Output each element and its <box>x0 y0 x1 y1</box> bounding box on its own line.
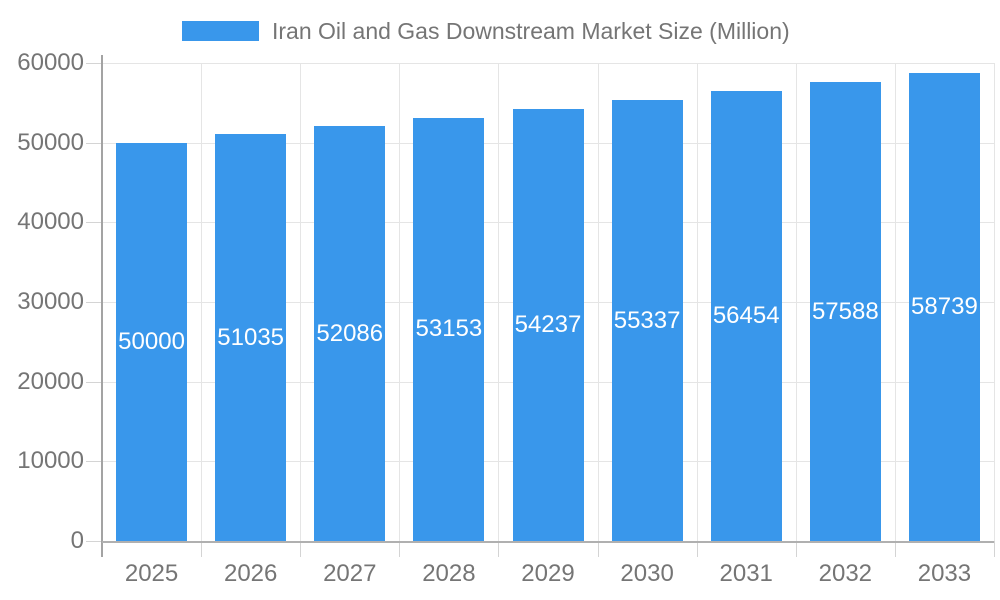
bar <box>809 82 881 541</box>
x-axis-tick-label: 2027 <box>323 560 377 587</box>
bar <box>314 126 386 541</box>
y-axis-tick-label: 30000 <box>17 288 84 315</box>
bar-value-label: 56454 <box>712 302 780 330</box>
x-axis-line <box>102 540 994 543</box>
y-axis-tick-label: 40000 <box>17 208 84 236</box>
bar-value-label: 50000 <box>118 327 185 355</box>
x-axis-tick <box>696 541 698 557</box>
y-axis-tick <box>86 63 102 64</box>
gridline-vertical <box>696 63 698 541</box>
y-axis-tick-label: 10000 <box>17 447 84 475</box>
x-axis-tick <box>399 541 401 557</box>
gridline-vertical <box>795 63 797 541</box>
legend-swatch-icon <box>182 21 259 41</box>
y-axis-tick-label: 60000 <box>17 49 84 76</box>
y-axis-tick <box>86 541 102 542</box>
gridline-vertical <box>894 63 896 541</box>
bar <box>710 91 782 541</box>
bar <box>908 73 980 541</box>
y-axis-tick <box>86 461 102 463</box>
bar-value-label: 58739 <box>911 293 978 321</box>
x-axis-tick <box>300 541 302 557</box>
x-axis-tick-label: 2030 <box>620 560 674 587</box>
x-axis-tick-label: 2028 <box>422 560 476 587</box>
y-axis-tick <box>86 222 102 224</box>
x-axis-tick <box>894 541 896 557</box>
bar-value-label: 57588 <box>811 297 879 325</box>
y-axis-tick-label: 20000 <box>17 367 84 395</box>
x-axis-tick <box>201 541 203 557</box>
y-axis-tick <box>86 142 102 144</box>
x-axis-tick-label: 2029 <box>521 560 575 587</box>
x-axis-tick-label: 2025 <box>124 560 179 587</box>
bar <box>116 142 188 541</box>
x-axis-tick-label: 2031 <box>719 560 773 587</box>
y-axis-line <box>101 55 103 557</box>
x-axis-tick-label: 2026 <box>223 560 278 587</box>
x-axis-tick <box>597 541 599 557</box>
x-axis-tick <box>498 541 500 557</box>
gridline-vertical <box>498 63 500 541</box>
gridline-vertical <box>597 63 599 541</box>
bar <box>512 108 584 541</box>
bar-value-label: 55337 <box>613 306 681 334</box>
y-axis-tick <box>86 302 102 303</box>
bar-value-label: 53153 <box>415 315 483 343</box>
gridline-vertical <box>201 63 203 541</box>
bar <box>611 100 683 541</box>
x-axis-tick-label: 2033 <box>917 560 972 587</box>
y-axis-tick <box>86 381 102 383</box>
bar <box>413 117 485 541</box>
chart-legend: Iran Oil and Gas Downstream Market Size … <box>0 18 1000 48</box>
bar-value-label: 52086 <box>316 319 384 347</box>
bar-value-label: 51035 <box>217 323 285 351</box>
x-axis-tick-label: 2032 <box>818 560 873 587</box>
x-axis-tick <box>994 541 995 557</box>
gridline-horizontal <box>102 63 994 64</box>
bar-value-label: 54237 <box>514 310 582 338</box>
x-axis-tick <box>795 541 797 557</box>
gridline-vertical <box>994 63 995 541</box>
legend-label: Iran Oil and Gas Downstream Market Size … <box>272 18 790 44</box>
y-axis-tick-label: 0 <box>70 527 84 554</box>
y-axis-tick-label: 50000 <box>17 128 84 156</box>
bar <box>215 134 287 541</box>
gridline-vertical <box>300 63 302 541</box>
gridline-vertical <box>399 63 401 541</box>
